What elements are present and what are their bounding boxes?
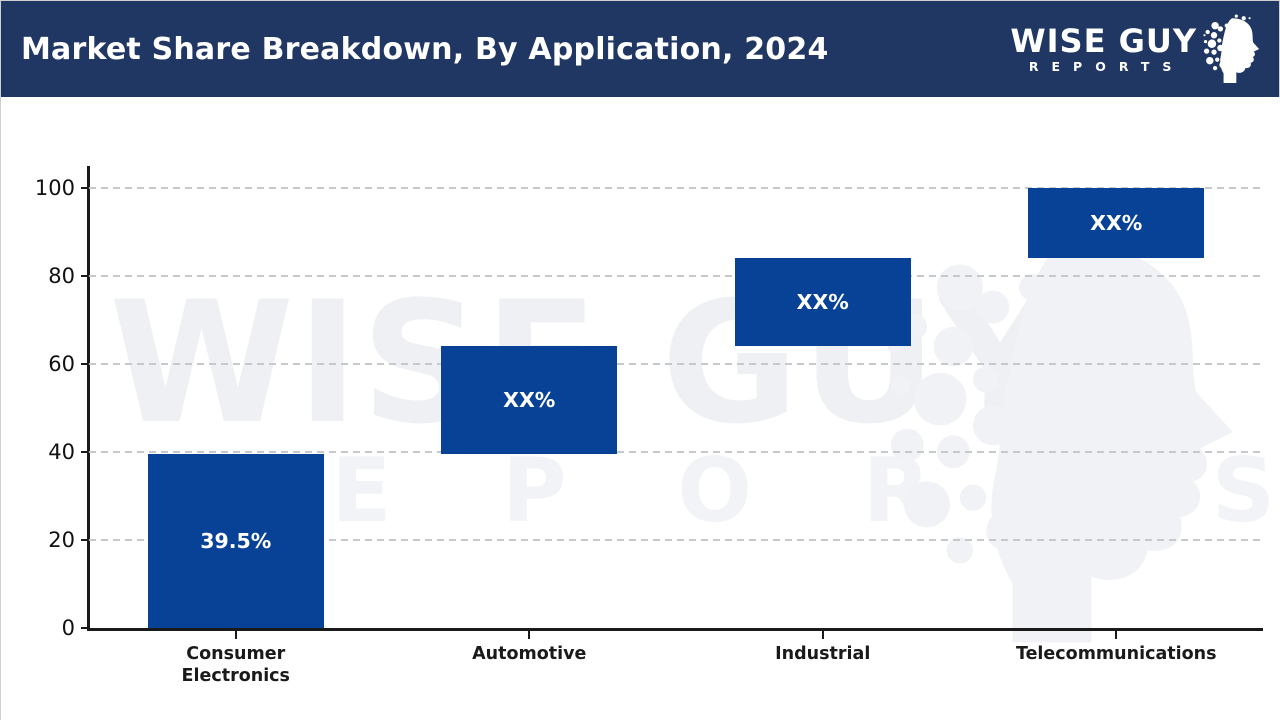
x-axis-label-automotive: Automotive <box>472 644 587 664</box>
x-axis-label-industrial: Industrial <box>775 644 871 664</box>
page-title: Market Share Breakdown, By Application, … <box>21 31 829 67</box>
y-tick-mark-60 <box>81 363 89 365</box>
bar-value-label-automotive: XX% <box>503 388 556 413</box>
y-tick-label-60: 60 <box>48 352 75 376</box>
brand-logo: WISE GUY REPORTS <box>1010 14 1263 84</box>
x-tick-mark-industrial <box>821 630 824 639</box>
y-tick-mark-20 <box>81 539 89 541</box>
gridline-60 <box>89 363 1263 365</box>
logo-subtitle: REPORTS <box>1028 58 1185 74</box>
y-axis-spine <box>87 166 90 630</box>
x-tick-mark-telecommunications <box>1115 630 1118 639</box>
y-tick-mark-100 <box>81 187 89 189</box>
x-axis-label-consumer-electronics: Consumer Electronics <box>181 644 290 686</box>
y-tick-label-80: 80 <box>48 264 75 288</box>
y-tick-label-0: 0 <box>61 616 75 640</box>
y-tick-label-40: 40 <box>48 440 75 464</box>
brand-logo-text: WISE GUY REPORTS <box>1010 25 1197 74</box>
gridline-100 <box>89 187 1263 189</box>
plot-area: 0 20 40 60 80 100 39.5% Consumer Electronics XX%… <box>1 97 1280 721</box>
x-tick-mark-automotive <box>528 630 531 639</box>
x-axis-spine <box>87 628 1263 631</box>
bar-industrial: XX% <box>734 258 911 347</box>
bar-value-label-consumer-electronics: 39.5% <box>200 529 272 554</box>
y-tick-mark-0 <box>81 627 89 629</box>
bar-value-label-telecommunications: XX% <box>1090 211 1143 236</box>
head-logo-icon <box>1203 14 1260 83</box>
bar-automotive: XX% <box>441 346 618 455</box>
bar-value-label-industrial: XX% <box>796 290 849 315</box>
bar-telecommunications: XX% <box>1028 188 1205 259</box>
gridline-80 <box>89 275 1263 277</box>
gridline-20 <box>89 539 1263 541</box>
header-bar: Market Share Breakdown, By Application, … <box>1 1 1279 97</box>
x-axis-label-telecommunications: Telecommunications <box>1015 644 1217 664</box>
y-tick-label-20: 20 <box>48 528 75 552</box>
y-tick-mark-80 <box>81 275 89 277</box>
y-tick-label-100: 100 <box>34 176 75 200</box>
chart-canvas: WISE GUY R E P O R T S 02040608010039.5%… <box>1 97 1280 721</box>
gridline-40 <box>89 451 1263 453</box>
logo-wordmark: WISE GUY <box>1010 21 1197 60</box>
bar-consumer-electronics: 39.5% <box>147 454 324 628</box>
x-tick-mark-consumer-electronics <box>234 630 237 639</box>
y-tick-mark-40 <box>81 451 89 453</box>
